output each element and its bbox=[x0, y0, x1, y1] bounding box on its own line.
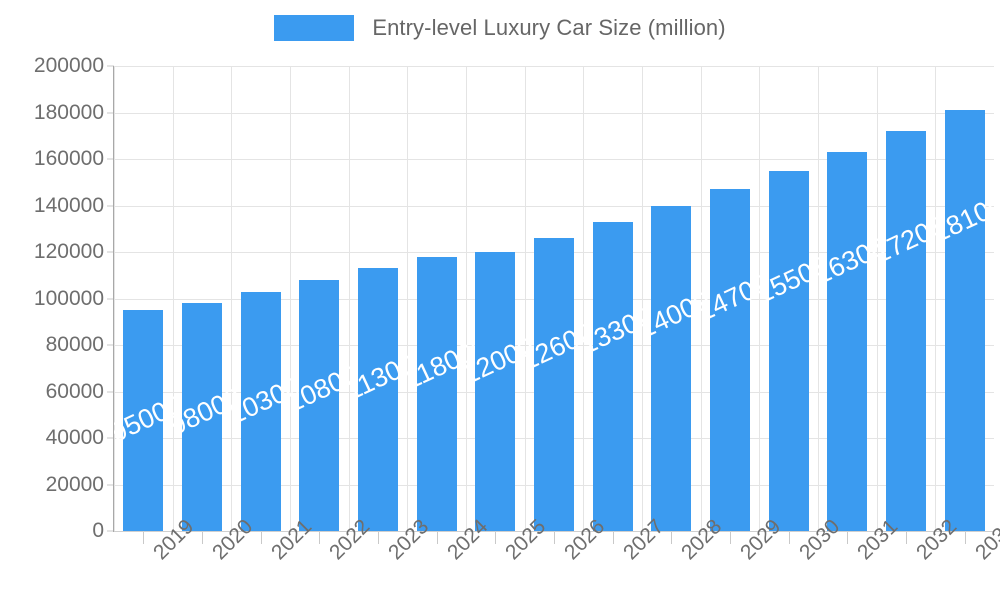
bar[interactable] bbox=[123, 310, 164, 531]
y-axis-tick-label: 100000 bbox=[33, 286, 104, 310]
x-axis-tick-label: 2025 bbox=[501, 514, 551, 565]
y-axis-tick-label: 160000 bbox=[33, 147, 104, 170]
bar[interactable] bbox=[592, 221, 633, 531]
gridline-horizontal bbox=[114, 205, 994, 207]
y-axis-tick-label: 140000 bbox=[33, 193, 104, 217]
bar[interactable] bbox=[299, 279, 340, 531]
x-axis-tick-label: 2030 bbox=[794, 514, 844, 565]
x-axis-tick-label: 2026 bbox=[560, 514, 610, 565]
y-axis-tick-label: 180000 bbox=[33, 100, 104, 124]
x-axis-tick-label: 2029 bbox=[736, 514, 786, 565]
plot-clip: 95000 98000 103000 108000 113000 118000 120000… bbox=[114, 66, 994, 531]
x-axis-tick-mark bbox=[554, 532, 555, 544]
x-axis-tick-mark bbox=[495, 532, 496, 544]
y-axis-tick-mark bbox=[107, 112, 114, 113]
gridline-horizontal bbox=[114, 112, 994, 114]
x-axis-tick-label: 2031 bbox=[853, 514, 903, 565]
gridline-vertical bbox=[349, 66, 350, 531]
gridline-vertical bbox=[231, 66, 232, 531]
x-axis-tick-mark bbox=[965, 532, 966, 544]
plot-area: 95000 98000 103000 108000 113000 118000 120000… bbox=[114, 66, 994, 531]
gridline-vertical bbox=[642, 66, 643, 531]
x-axis-tick-label: 2024 bbox=[442, 514, 492, 565]
y-axis-tick-label: 40000 bbox=[45, 426, 104, 449]
y-axis-tick-mark bbox=[107, 530, 114, 532]
y-axis-tick-mark bbox=[107, 251, 114, 253]
y-axis-tick-mark bbox=[107, 298, 114, 299]
bar[interactable] bbox=[886, 131, 926, 531]
x-axis-tick-label: 2028 bbox=[677, 514, 727, 565]
x-axis-tick-label: 2019 bbox=[149, 514, 199, 565]
bar[interactable] bbox=[768, 170, 809, 531]
y-axis-tick-mark bbox=[107, 437, 114, 439]
x-axis-tick-mark bbox=[671, 532, 672, 544]
bar[interactable] bbox=[710, 189, 750, 531]
y-axis-tick-label: 0 bbox=[92, 519, 104, 542]
bar[interactable] bbox=[240, 291, 281, 531]
x-axis-tick-mark bbox=[789, 532, 790, 544]
gridline-vertical bbox=[173, 66, 174, 531]
y-axis-tick-mark bbox=[107, 158, 114, 160]
x-axis-tick-mark bbox=[202, 532, 203, 544]
x-axis-tick-mark bbox=[906, 532, 907, 544]
chart-legend: Entry-level Luxury Car Size (million) bbox=[0, 0, 1000, 56]
x-axis-tick-mark bbox=[378, 532, 379, 544]
y-axis-tick-mark bbox=[107, 205, 114, 206]
gridline-vertical bbox=[583, 66, 584, 531]
gridline-vertical bbox=[407, 66, 408, 531]
gridline-vertical bbox=[818, 66, 819, 531]
x-axis-tick-label: 2027 bbox=[618, 514, 668, 565]
legend-color-swatch[interactable] bbox=[274, 15, 355, 41]
bar[interactable] bbox=[534, 238, 574, 531]
x-axis-tick-label: 2033 bbox=[970, 514, 1000, 565]
bar[interactable] bbox=[475, 252, 516, 531]
bar[interactable] bbox=[182, 303, 222, 531]
x-axis-tick-label: 2022 bbox=[325, 514, 375, 565]
bar[interactable] bbox=[416, 256, 457, 531]
y-axis-tick-mark bbox=[107, 344, 114, 346]
x-axis-tick-label: 2021 bbox=[266, 514, 316, 565]
bar[interactable] bbox=[651, 205, 692, 531]
y-axis-tick-label: 120000 bbox=[33, 240, 104, 263]
x-axis-tick-mark bbox=[143, 532, 144, 544]
gridline-vertical bbox=[114, 66, 115, 531]
x-axis-tick-mark bbox=[613, 532, 614, 544]
x-axis-tick-mark bbox=[847, 532, 848, 544]
legend-label[interactable]: Entry-level Luxury Car Size (million) bbox=[372, 15, 726, 40]
y-axis-tick-label: 20000 bbox=[45, 472, 104, 496]
x-axis-tick-label: 2032 bbox=[912, 514, 962, 565]
x-axis-tick-mark bbox=[730, 532, 731, 544]
y-axis-tick-label: 200000 bbox=[33, 54, 104, 77]
y-axis-tick-mark bbox=[107, 65, 114, 67]
x-axis-tick-label: 2020 bbox=[208, 514, 258, 565]
gridline-vertical bbox=[525, 66, 526, 531]
x-axis-tick-mark bbox=[261, 532, 262, 544]
gridline-vertical bbox=[759, 66, 760, 531]
x-axis-tick-mark bbox=[319, 532, 320, 544]
gridline-vertical bbox=[935, 66, 936, 531]
gridline-vertical bbox=[290, 66, 291, 531]
y-axis-tick-mark bbox=[107, 391, 114, 392]
bar[interactable] bbox=[944, 110, 985, 531]
gridline-vertical bbox=[701, 66, 702, 531]
bar[interactable] bbox=[827, 152, 868, 531]
gridline-vertical bbox=[466, 66, 467, 531]
gridline-vertical bbox=[877, 66, 878, 531]
x-axis-line bbox=[114, 531, 994, 532]
gridline-horizontal bbox=[114, 159, 994, 160]
y-axis-tick-mark bbox=[107, 484, 114, 485]
x-axis-tick-mark bbox=[437, 532, 438, 544]
x-axis-tick-label: 2023 bbox=[384, 514, 434, 565]
y-axis-tick-label: 60000 bbox=[45, 379, 104, 403]
gridline-horizontal bbox=[114, 66, 994, 67]
y-axis-tick-label: 80000 bbox=[45, 333, 104, 356]
bar[interactable] bbox=[358, 268, 398, 531]
